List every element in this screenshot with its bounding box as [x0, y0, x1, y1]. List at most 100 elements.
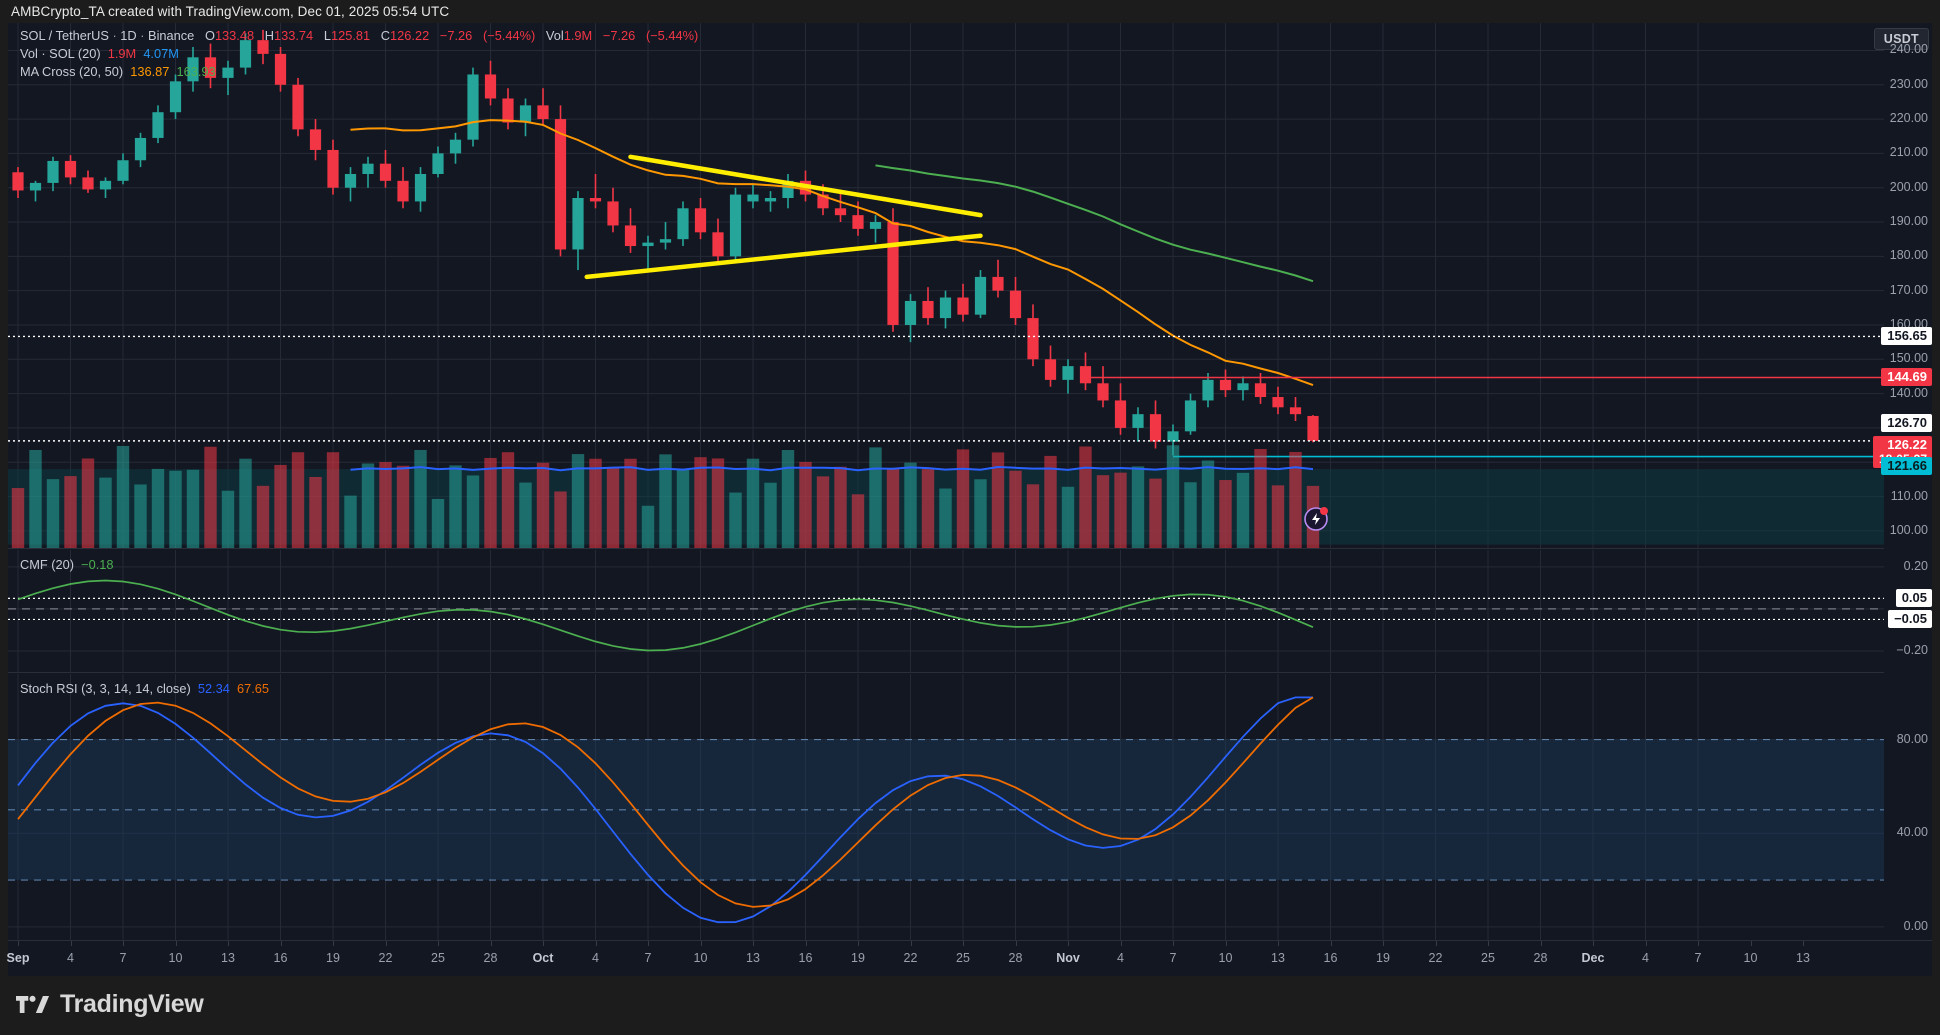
- price-tick-110: 110.00: [1890, 488, 1928, 503]
- time-tick-mark: [1645, 941, 1647, 946]
- time-tick-mark: [123, 941, 124, 946]
- tradingview-logo[interactable]: TradingView: [16, 990, 204, 1019]
- legend-interval[interactable]: 1D: [120, 28, 137, 43]
- time-tick-13: 13: [221, 951, 235, 965]
- volume-legend-title[interactable]: Vol · SOL (20): [20, 46, 101, 61]
- time-tick-16: 16: [798, 951, 813, 965]
- time-tick-7: 7: [644, 951, 652, 965]
- time-tick-22: 22: [378, 951, 393, 965]
- pane-divider-2: [8, 672, 1884, 673]
- time-tick-10: 10: [1218, 951, 1233, 965]
- time-tick-mark: [858, 941, 859, 946]
- time-tick-mark: [753, 941, 754, 946]
- stoch-d-value: 67.65: [237, 681, 270, 696]
- legend-high-value: 133.74: [274, 28, 314, 43]
- legend-vol-value: 1.9M: [563, 28, 593, 43]
- legend-exchange[interactable]: Binance: [148, 28, 195, 43]
- price-tick-180: 180.00: [1889, 248, 1928, 263]
- price-scale[interactable]: USDT 240.00 230.00 220.00 210.00 200.00 190.0…: [1872, 23, 1932, 976]
- cmf-tick-0: 0.20: [1903, 558, 1928, 573]
- time-tick-4: 4: [67, 951, 74, 965]
- ma-slow-value: 163.93: [176, 64, 216, 79]
- cmf-plot: [8, 550, 1884, 672]
- time-tick-25: 25: [431, 951, 445, 965]
- time-tick-4: 4: [592, 951, 599, 965]
- time-tick-mark: [280, 941, 282, 946]
- cmf-legend[interactable]: CMF (20) −0.18: [20, 556, 114, 573]
- price-plot: [8, 23, 1884, 548]
- cmf-tag-lower[interactable]: −0.05: [1888, 610, 1932, 629]
- price-tag-resistance[interactable]: 144.69: [1881, 368, 1932, 387]
- time-tick-mark: [1015, 941, 1017, 946]
- time-tick-mark: [910, 941, 912, 946]
- time-tick-4: 4: [1642, 951, 1649, 965]
- cmf-legend-title[interactable]: CMF (20): [20, 557, 75, 572]
- time-tick-mark: [1750, 941, 1752, 946]
- price-tick-170: 170.00: [1889, 282, 1928, 297]
- legend-open-value: 133.48: [214, 28, 255, 43]
- time-axis[interactable]: Sep 4 7 10 13 16 19 22 25 28 Oct 4 7 10 13 16 19 22 25 28 No…: [6, 940, 1932, 974]
- price-tick-150: 150.00: [1889, 351, 1928, 366]
- price-tag-ma-fast[interactable]: 126.70: [1881, 413, 1932, 432]
- time-tick-mark: [1068, 941, 1069, 946]
- time-tick-7: 7: [1694, 951, 1702, 965]
- time-tick-4: 4: [1117, 951, 1124, 965]
- time-tick-13: 13: [1271, 951, 1285, 965]
- ma-cross-legend[interactable]: MA Cross (20, 50) 136.87 163.93: [20, 63, 216, 80]
- time-tick-mark: [963, 941, 964, 946]
- volume-legend[interactable]: Vol · SOL (20) 1.9M 4.07M: [20, 45, 179, 62]
- price-tag-support[interactable]: 121.66: [1881, 456, 1932, 475]
- stoch-rsi-pane[interactable]: Stoch RSI (3, 3, 14, 14, close) 52.34 67…: [8, 674, 1884, 955]
- stoch-tick-40: 40.00: [1896, 825, 1928, 840]
- time-tick-mark: [1540, 941, 1542, 946]
- chart-container[interactable]: SOL / TetherUS · 1D · Binance O133.48 H1…: [8, 23, 1932, 976]
- legend-symbol[interactable]: SOL / TetherUS: [20, 28, 109, 43]
- stoch-rsi-legend[interactable]: Stoch RSI (3, 3, 14, 14, close) 52.34 67…: [20, 680, 269, 697]
- time-tick-19: 19: [326, 951, 340, 965]
- volume-legend-current: 1.9M: [107, 46, 137, 61]
- price-tick-210: 210.00: [1889, 145, 1928, 160]
- time-tick-nov: Nov: [1056, 951, 1080, 965]
- cmf-pane[interactable]: CMF (20) −0.18: [8, 550, 1884, 672]
- stoch-k-value: 52.34: [197, 681, 230, 696]
- price-legend[interactable]: SOL / TetherUS · 1D · Binance O133.48 H1…: [20, 28, 699, 43]
- time-tick-19: 19: [1376, 951, 1390, 965]
- time-tick-10: 10: [693, 951, 708, 965]
- price-tick-240: 240.00: [1889, 42, 1928, 57]
- time-tick-mark: [543, 941, 544, 946]
- price-tag-156[interactable]: 156.65: [1881, 327, 1932, 346]
- time-tick-19: 19: [851, 951, 865, 965]
- time-tick-mark: [1278, 941, 1279, 946]
- time-tick-7: 7: [1169, 951, 1177, 965]
- time-tick-mark: [228, 941, 229, 946]
- stoch-legend-title[interactable]: Stoch RSI (3, 3, 14, 14, close): [20, 681, 191, 696]
- time-tick-mark: [1488, 941, 1489, 946]
- price-tick-230: 230.00: [1889, 76, 1928, 91]
- price-pane[interactable]: SOL / TetherUS · 1D · Binance O133.48 H1…: [8, 23, 1884, 548]
- time-tick-mark: [70, 941, 72, 946]
- time-tick-10: 10: [1743, 951, 1758, 965]
- time-tick-10: 10: [168, 951, 183, 965]
- time-tick-mark: [648, 941, 649, 946]
- legend-open-label: O: [204, 28, 215, 43]
- time-tick-mark: [333, 941, 334, 946]
- time-tick-16: 16: [273, 951, 288, 965]
- ma-fast-value: 136.87: [130, 64, 170, 79]
- time-tick-mark: [1383, 941, 1384, 946]
- time-tick-22: 22: [903, 951, 918, 965]
- volume-legend-ma: 4.07M: [143, 46, 179, 61]
- time-tick-mark: [1173, 941, 1174, 946]
- cmf-tag-upper[interactable]: 0.05: [1895, 589, 1932, 608]
- time-tick-13: 13: [746, 951, 760, 965]
- time-tick-sep: Sep: [6, 951, 30, 965]
- time-tick-28: 28: [1008, 951, 1023, 965]
- legend-vol-change: −7.26: [602, 28, 636, 43]
- legend-low-label: L: [323, 28, 331, 43]
- time-tick-28: 28: [1533, 951, 1548, 965]
- time-tick-mark: [1330, 941, 1332, 946]
- time-tick-mark: [805, 941, 807, 946]
- ma-legend-title[interactable]: MA Cross (20, 50): [20, 64, 124, 79]
- cmf-legend-value: −0.18: [81, 557, 114, 572]
- currency-badge[interactable]: USDT: [1873, 28, 1929, 50]
